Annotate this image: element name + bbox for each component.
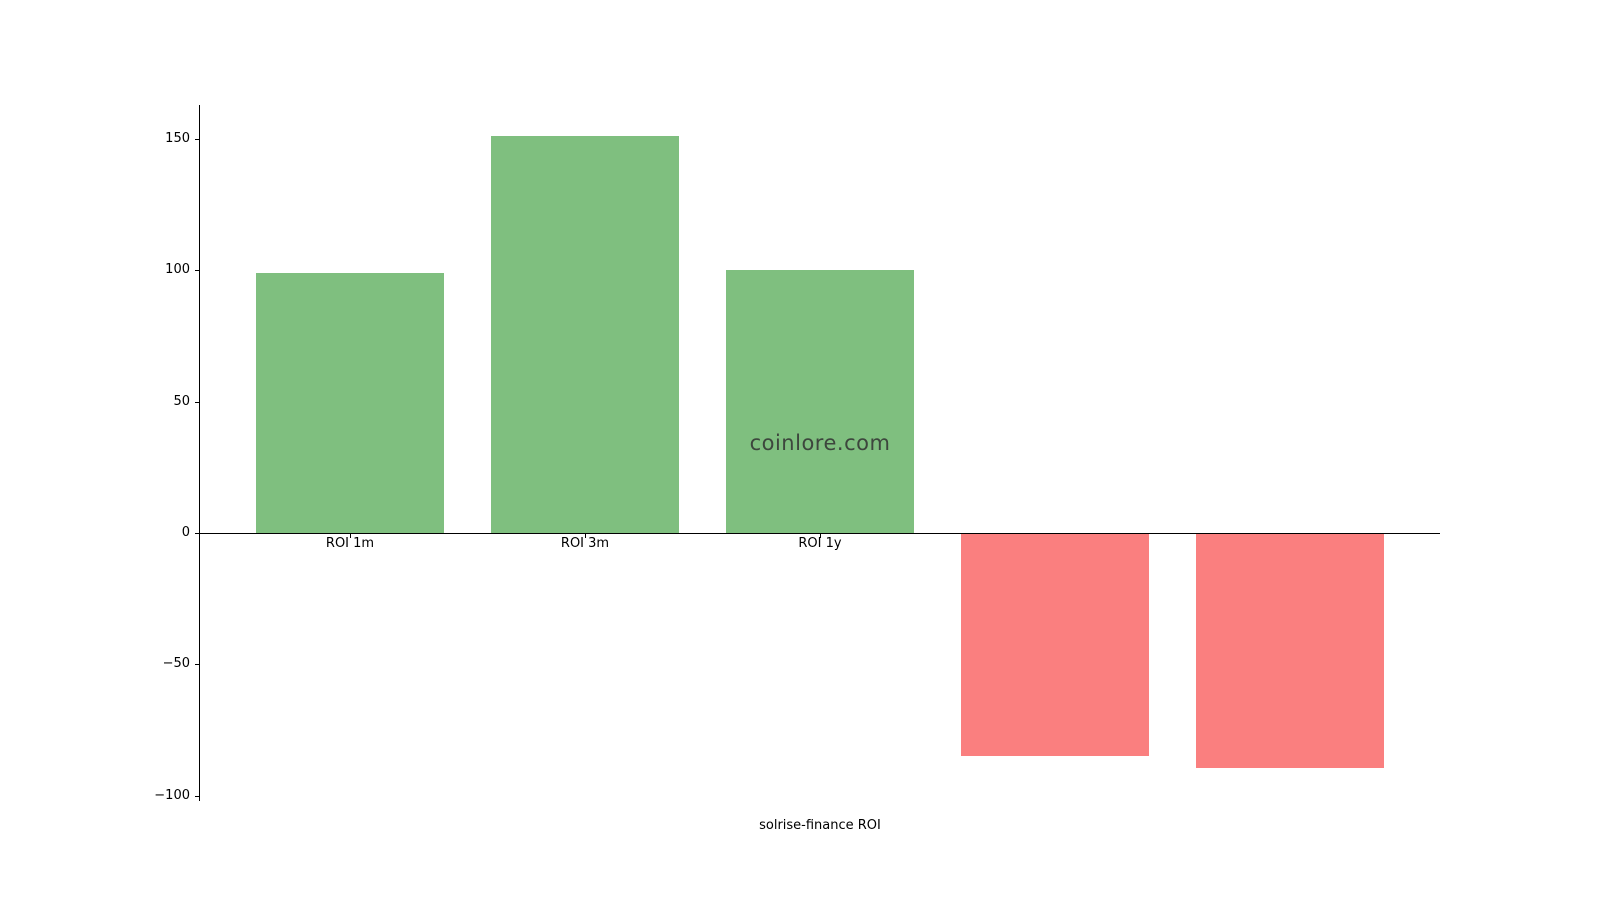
x-tick-mark <box>820 534 821 538</box>
watermark-text: coinlore.com <box>749 431 891 455</box>
y-tick-mark <box>195 533 199 534</box>
y-tick-mark <box>195 270 199 271</box>
y-tick-label: 0 <box>181 525 190 540</box>
y-tick-label: 50 <box>173 394 190 409</box>
x-axis-line <box>199 533 1440 534</box>
x-tick-mark <box>350 534 351 538</box>
y-tick-mark <box>195 402 199 403</box>
y-tick-label: 100 <box>165 262 190 277</box>
y-tick-mark <box>195 139 199 140</box>
x-tick-label: ROI 1m <box>325 536 375 551</box>
y-tick-mark <box>195 796 199 797</box>
bar-roi-1y <box>726 270 914 533</box>
y-tick-mark <box>195 664 199 665</box>
y-tick-label: 150 <box>165 131 190 146</box>
chart-title: solrise-finance ROI <box>759 818 881 833</box>
y-tick-label: −50 <box>162 656 190 671</box>
y-axis-line <box>199 105 200 801</box>
x-tick-mark <box>585 534 586 538</box>
bar-roi-3m <box>491 136 679 533</box>
y-tick-label: −100 <box>154 788 190 803</box>
x-tick-label: ROI 1y <box>798 536 842 551</box>
bar-unlabeled-4 <box>1196 533 1384 768</box>
bar-unlabeled-3 <box>961 533 1149 756</box>
bar-roi-1m <box>256 273 444 533</box>
x-tick-label: ROI 3m <box>560 536 610 551</box>
